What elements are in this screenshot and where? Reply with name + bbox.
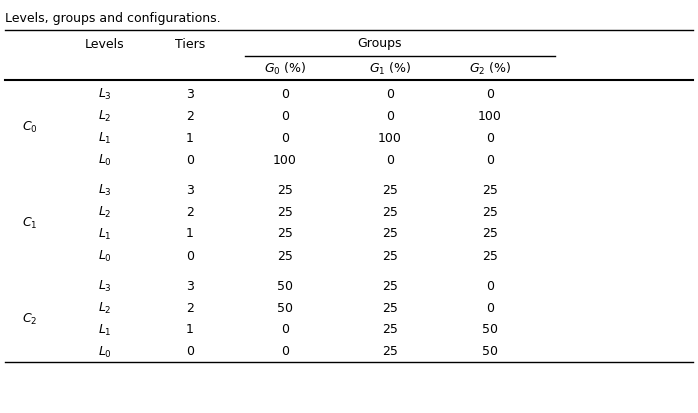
Text: $L_3$: $L_3$ xyxy=(98,278,112,293)
Text: 1: 1 xyxy=(186,131,194,144)
Text: 0: 0 xyxy=(186,249,194,262)
Text: $C_2$: $C_2$ xyxy=(22,311,38,326)
Text: $L_0$: $L_0$ xyxy=(98,152,112,167)
Text: 100: 100 xyxy=(273,153,297,166)
Text: 25: 25 xyxy=(382,249,398,262)
Text: 25: 25 xyxy=(277,227,293,240)
Text: 25: 25 xyxy=(277,183,293,196)
Text: 0: 0 xyxy=(386,109,394,122)
Text: Levels: Levels xyxy=(85,38,125,50)
Text: 25: 25 xyxy=(382,227,398,240)
Text: 0: 0 xyxy=(186,153,194,166)
Text: $L_2$: $L_2$ xyxy=(98,108,112,123)
Text: 0: 0 xyxy=(486,153,494,166)
Text: 25: 25 xyxy=(277,249,293,262)
Text: $L_2$: $L_2$ xyxy=(98,204,112,219)
Text: 25: 25 xyxy=(482,205,498,218)
Text: $L_1$: $L_1$ xyxy=(98,226,112,241)
Text: 1: 1 xyxy=(186,323,194,336)
Text: 50: 50 xyxy=(482,323,498,336)
Text: 0: 0 xyxy=(186,345,194,358)
Text: 25: 25 xyxy=(382,301,398,314)
Text: $L_1$: $L_1$ xyxy=(98,130,112,145)
Text: $C_1$: $C_1$ xyxy=(22,215,38,230)
Text: 25: 25 xyxy=(482,227,498,240)
Text: 2: 2 xyxy=(186,205,194,218)
Text: Groups: Groups xyxy=(358,38,402,50)
Text: $L_2$: $L_2$ xyxy=(98,300,112,315)
Text: 50: 50 xyxy=(482,345,498,358)
Text: 0: 0 xyxy=(386,87,394,100)
Text: 2: 2 xyxy=(186,109,194,122)
Text: 0: 0 xyxy=(486,301,494,314)
Text: $G_2$ (%): $G_2$ (%) xyxy=(469,61,511,77)
Text: 0: 0 xyxy=(281,323,289,336)
Text: 3: 3 xyxy=(186,279,194,292)
Text: 25: 25 xyxy=(382,345,398,358)
Text: 25: 25 xyxy=(482,249,498,262)
Text: $L_0$: $L_0$ xyxy=(98,344,112,358)
Text: 25: 25 xyxy=(382,205,398,218)
Text: 3: 3 xyxy=(186,183,194,196)
Text: 3: 3 xyxy=(186,87,194,100)
Text: $G_1$ (%): $G_1$ (%) xyxy=(369,61,411,77)
Text: 25: 25 xyxy=(277,205,293,218)
Text: 2: 2 xyxy=(186,301,194,314)
Text: 100: 100 xyxy=(378,131,402,144)
Text: 0: 0 xyxy=(386,153,394,166)
Text: 0: 0 xyxy=(281,87,289,100)
Text: 0: 0 xyxy=(281,131,289,144)
Text: 1: 1 xyxy=(186,227,194,240)
Text: $L_3$: $L_3$ xyxy=(98,86,112,101)
Text: 25: 25 xyxy=(482,183,498,196)
Text: 0: 0 xyxy=(281,109,289,122)
Text: 25: 25 xyxy=(382,279,398,292)
Text: $C_0$: $C_0$ xyxy=(22,119,38,134)
Text: 0: 0 xyxy=(486,87,494,100)
Text: 0: 0 xyxy=(486,131,494,144)
Text: 100: 100 xyxy=(478,109,502,122)
Text: $L_3$: $L_3$ xyxy=(98,182,112,197)
Text: Levels, groups and configurations.: Levels, groups and configurations. xyxy=(5,12,221,25)
Text: $G_0$ (%): $G_0$ (%) xyxy=(264,61,306,77)
Text: $L_1$: $L_1$ xyxy=(98,322,112,337)
Text: $L_0$: $L_0$ xyxy=(98,248,112,263)
Text: 0: 0 xyxy=(281,345,289,358)
Text: 0: 0 xyxy=(486,279,494,292)
Text: 50: 50 xyxy=(277,301,293,314)
Text: 25: 25 xyxy=(382,183,398,196)
Text: Tiers: Tiers xyxy=(175,38,205,50)
Text: 25: 25 xyxy=(382,323,398,336)
Text: 50: 50 xyxy=(277,279,293,292)
